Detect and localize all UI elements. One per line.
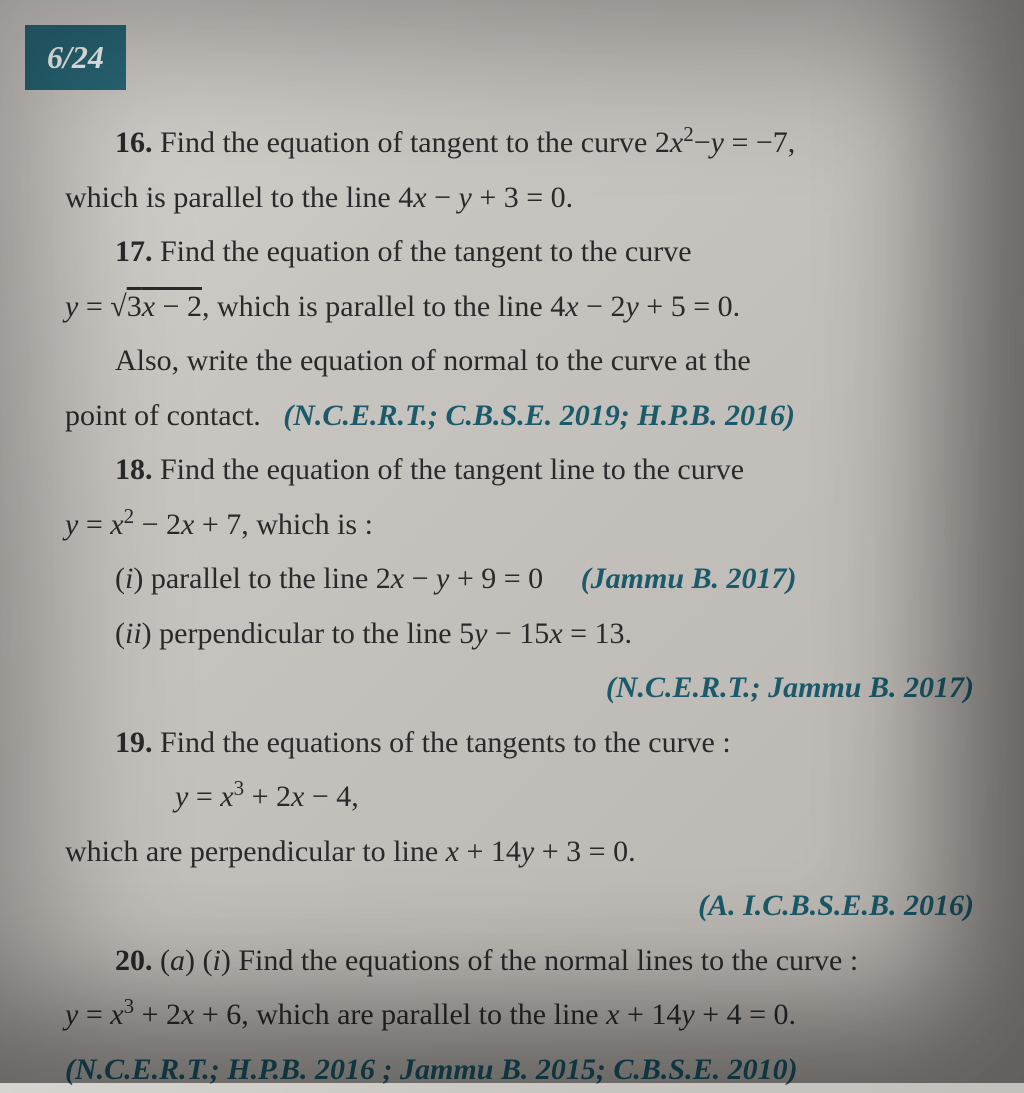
q18-line2: y = x2 − 2x + 7, which is : [65, 502, 974, 549]
question-20: 20. (a) (i) Find the equations of the no… [65, 938, 974, 985]
q17-text-b: , which is parallel to the line [202, 290, 550, 323]
q18-number: 18. [115, 453, 153, 486]
q16-line2: which is parallel to the line 4x − y + 3… [65, 175, 974, 222]
q20-math-b: x + 14y + 4 = 0. [606, 998, 796, 1031]
q18-part-ii: (ii) perpendicular to the line 5y − 15x … [65, 611, 974, 658]
q18-math-a: y = x2 − 2x + 7, [65, 508, 256, 541]
question-17: 17. Find the equation of the tangent to … [65, 229, 974, 276]
q20-text-b: which are parallel to the line [256, 998, 606, 1031]
q19-math-a: y = x3 + 2x − 4, [175, 780, 359, 813]
q18-part-i: (i) parallel to the line 2x − y + 9 = 0 … [65, 556, 974, 603]
q19-text-b: which are perpendicular to line [65, 835, 446, 868]
q20-number: 20. [115, 944, 153, 977]
q18-i-text: parallel to the line [151, 562, 376, 595]
question-19: 19. Find the equations of the tangents t… [65, 720, 974, 767]
q19-number: 19. [115, 726, 153, 759]
q17-number: 17. [115, 235, 153, 268]
q18-i-math: 2x − y + 9 = 0 [376, 562, 543, 595]
q16-math-b: 4x − y + 3 = 0. [398, 181, 573, 214]
q18-ii-source: (N.C.E.R.T.; Jammu B. 2017) [606, 671, 974, 704]
q18-ii-text: perpendicular to the line [159, 617, 459, 650]
q17-line4: point of contact. (N.C.E.R.T.; C.B.S.E. … [65, 393, 974, 440]
q20-line2: y = x3 + 2x + 6, which are parallel to t… [65, 992, 974, 1039]
q19-source-line: (A. I.C.B.S.E.B. 2016) [65, 883, 974, 930]
q19-math-b: x + 14y + 3 = 0. [446, 835, 636, 868]
content-area: 16. Find the equation of tangent to the … [30, 120, 994, 1093]
q19-line3: which are perpendicular to line x + 14y … [65, 829, 974, 876]
q17-text-c: Also, write the equation of normal to th… [115, 344, 751, 377]
q16-math-a: 2x2−y = −7, [655, 126, 795, 159]
q17-line3: Also, write the equation of normal to th… [65, 338, 974, 385]
q19-text-a: Find the equations of the tangents to th… [160, 726, 731, 759]
q18-ii-label: (ii) [115, 617, 159, 650]
q18-i-source: (Jammu B. 2017) [581, 562, 797, 595]
q18-i-label: (i) [115, 562, 151, 595]
q17-line2: y = √3x − 2, which is parallel to the li… [65, 284, 974, 331]
q17-source: (N.C.E.R.T.; C.B.S.E. 2019; H.P.B. 2016) [283, 399, 795, 432]
q18-ii-math: 5y − 15x = 13. [459, 617, 632, 650]
page-number-badge: 6/24 [25, 25, 126, 90]
q18-ii-source-line: (N.C.E.R.T.; Jammu B. 2017) [65, 665, 974, 712]
q18-text-a: Find the equation of the tangent line to… [160, 453, 744, 486]
question-16: 16. Find the equation of tangent to the … [65, 120, 974, 167]
q17-text-a: Find the equation of the tangent to the … [160, 235, 692, 268]
q20-source: (N.C.E.R.T.; H.P.B. 2016 ; Jammu B. 2015… [65, 1053, 798, 1086]
q17-math-a: y = √3x − 2 [65, 290, 202, 323]
q20-source-line: (N.C.E.R.T.; H.P.B. 2016 ; Jammu B. 2015… [65, 1047, 974, 1093]
q18-text-b: which is : [256, 508, 373, 541]
q20-math-a: y = x3 + 2x + 6, [65, 998, 256, 1031]
q19-line2: y = x3 + 2x − 4, [65, 774, 974, 821]
q20-text-a: Find the equations of the normal lines t… [238, 944, 858, 977]
q16-number: 16. [115, 126, 153, 159]
q19-source: (A. I.C.B.S.E.B. 2016) [698, 889, 974, 922]
q17-text-c2: point of contact. [65, 399, 276, 432]
q16-text-a: Find the equation of tangent to the curv… [160, 126, 655, 159]
q16-text-b: which is parallel to the line [65, 181, 398, 214]
q20-part-label: (a) (i) [160, 944, 238, 977]
question-18: 18. Find the equation of the tangent lin… [65, 447, 974, 494]
q17-math-b: 4x − 2y + 5 = 0. [550, 290, 740, 323]
